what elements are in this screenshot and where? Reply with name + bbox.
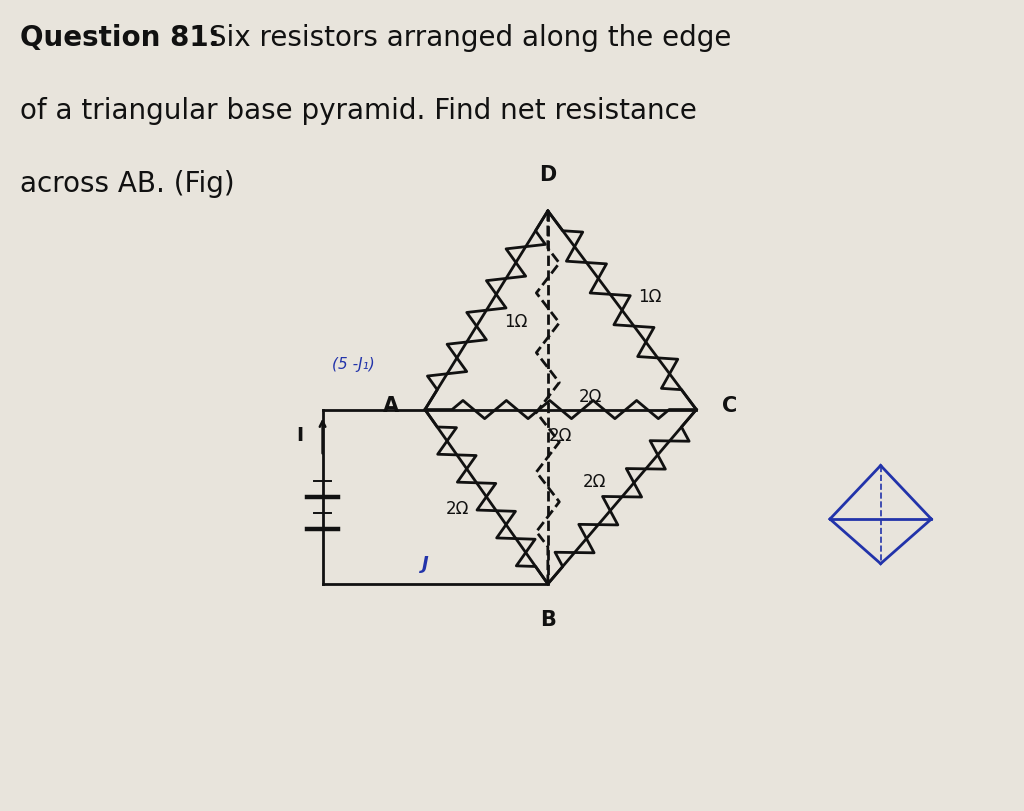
Text: (5 -J₁): (5 -J₁) [332, 358, 375, 372]
Text: A: A [383, 396, 399, 415]
Text: across AB. (Fig): across AB. (Fig) [20, 170, 236, 199]
Text: 1Ω: 1Ω [504, 312, 527, 331]
Text: Six resistors arranged along the edge: Six resistors arranged along the edge [200, 24, 731, 53]
Text: B: B [540, 610, 556, 630]
Text: C: C [722, 396, 737, 415]
Text: I: I [297, 427, 303, 445]
Text: 2Ω: 2Ω [446, 500, 469, 518]
Text: 2Ω: 2Ω [584, 474, 606, 491]
Text: 2Ω: 2Ω [580, 388, 602, 406]
Text: Question 81:: Question 81: [20, 24, 220, 53]
Text: 1Ω: 1Ω [639, 288, 662, 306]
Text: D: D [540, 165, 556, 185]
Text: J: J [422, 555, 428, 573]
Text: 2Ω: 2Ω [549, 427, 572, 444]
Text: of a triangular base pyramid. Find net resistance: of a triangular base pyramid. Find net r… [20, 97, 697, 126]
